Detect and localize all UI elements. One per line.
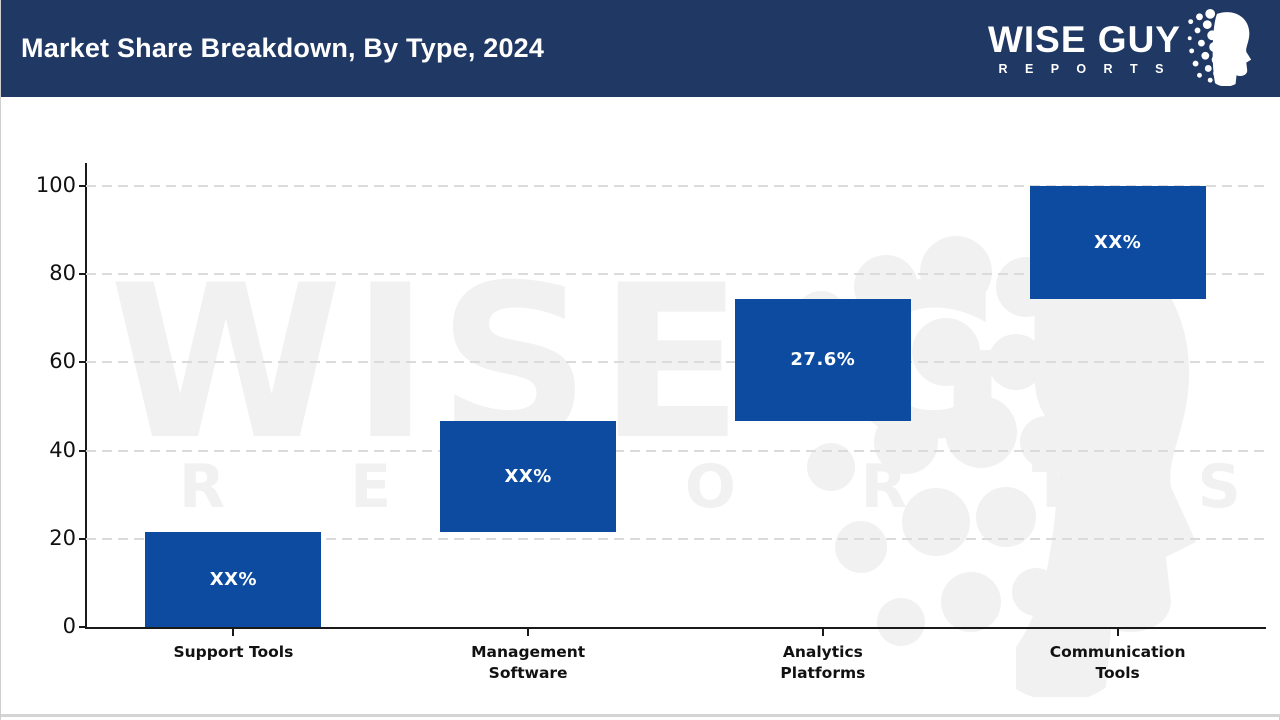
- bar: XX%: [1029, 186, 1206, 299]
- y-tick-label: 80: [49, 261, 76, 286]
- x-category-label: Support Tools: [173, 643, 294, 661]
- gridline: [86, 185, 1265, 187]
- chart-area: WISE GU R E P O R T S: [1, 97, 1280, 717]
- y-tick-label: 0: [62, 614, 76, 638]
- x-category-label: Communication Tools: [1049, 643, 1186, 682]
- x-category-label: Management Software: [471, 643, 586, 682]
- y-tick-label: 60: [49, 349, 76, 374]
- y-tick-mark: [79, 361, 86, 364]
- y-tick-label: 40: [49, 437, 76, 462]
- brand-subtitle: R E P O R T S: [998, 62, 1171, 76]
- bar-value-label: XX%: [1093, 231, 1142, 253]
- bar-value-label: 27.6%: [790, 349, 856, 371]
- y-tick-mark: [79, 537, 86, 540]
- x-tick-mark: [1116, 629, 1119, 636]
- x-tick-mark: [527, 629, 530, 636]
- x-tick-mark: [821, 629, 824, 636]
- brand-name: WISE GUY: [987, 19, 1181, 60]
- y-axis-line: [85, 163, 87, 629]
- gridline: [86, 537, 1265, 540]
- bar: 27.6%: [734, 298, 911, 421]
- y-tick-mark: [79, 273, 86, 276]
- brand-logo: WISE GUY R E P O R T S: [988, 8, 1253, 90]
- y-tick-mark: [79, 185, 86, 187]
- gridline: [86, 361, 1265, 364]
- bar: XX%: [145, 532, 322, 627]
- y-tick-mark: [79, 449, 86, 452]
- y-tick-label: 20: [49, 525, 76, 550]
- header: Market Share Breakdown, By Type, 2024 WI…: [1, 0, 1280, 97]
- y-tick-mark: [79, 626, 86, 628]
- brand-logo-text: WISE GUY R E P O R T S: [988, 21, 1181, 76]
- x-tick-mark: [232, 629, 235, 636]
- gridline: [86, 449, 1265, 452]
- bar-value-label: XX%: [504, 465, 552, 487]
- x-category-label: Analytics Platforms: [780, 643, 866, 682]
- page-title: Market Share Breakdown, By Type, 2024: [21, 33, 545, 63]
- plot: 0 20 40 60 80 100 XX% Support Tools XX% Managemen…: [1, 97, 1280, 714]
- x-axis-line: [85, 627, 1266, 629]
- gridline: [86, 273, 1265, 276]
- bar-value-label: XX%: [209, 569, 258, 591]
- logo-face-icon: [1183, 8, 1253, 90]
- bar: XX%: [440, 420, 617, 533]
- y-tick-label: 100: [35, 173, 76, 197]
